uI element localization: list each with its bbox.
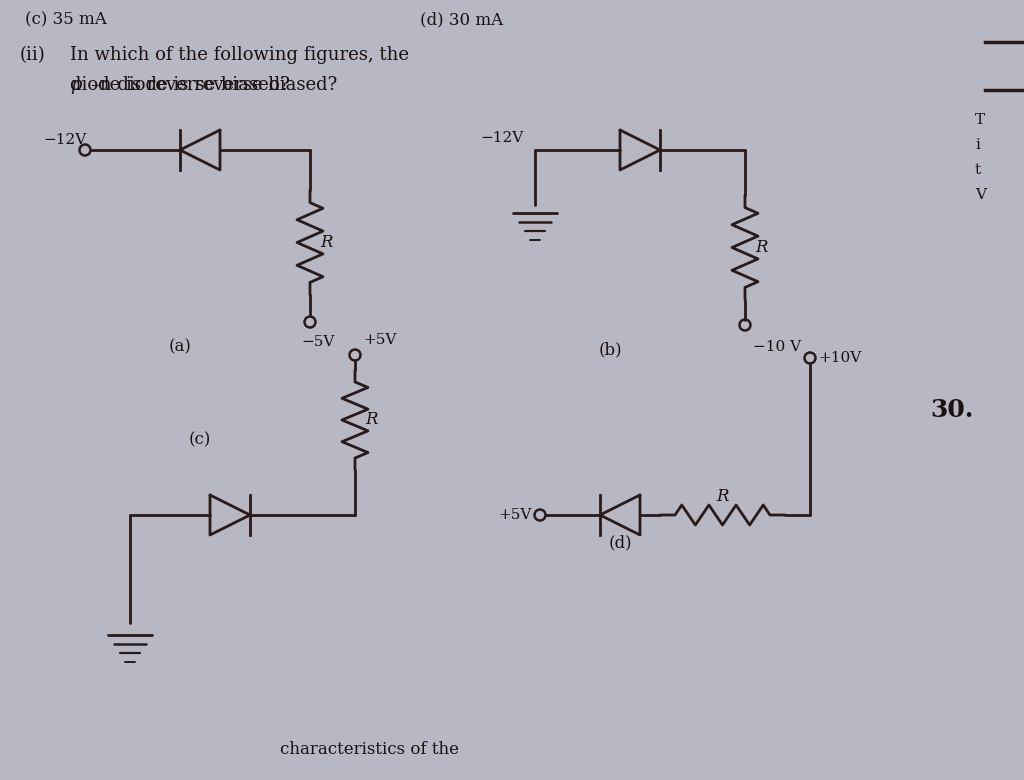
Text: +10V: +10V [818, 351, 861, 365]
Text: R: R [755, 239, 768, 256]
Text: +5V: +5V [499, 508, 532, 522]
Text: (d) 30 mA: (d) 30 mA [420, 12, 503, 29]
Text: −12V: −12V [43, 133, 86, 147]
Text: diode is reverse biased?: diode is reverse biased? [70, 76, 290, 94]
Text: (d): (d) [608, 534, 632, 551]
Text: In which of the following figures, the: In which of the following figures, the [70, 46, 415, 64]
Text: V: V [975, 188, 986, 202]
Text: R: R [365, 412, 378, 428]
Text: p: p [70, 76, 82, 94]
Text: (ii): (ii) [20, 46, 46, 64]
Text: −10 V: −10 V [753, 340, 801, 354]
Text: (c): (c) [188, 431, 211, 448]
Text: i: i [975, 138, 980, 152]
Text: R: R [716, 488, 729, 505]
Text: 30.: 30. [930, 398, 974, 422]
Text: characteristics of the: characteristics of the [280, 742, 459, 758]
Text: (a): (a) [169, 339, 191, 356]
Text: −12V: −12V [480, 131, 523, 145]
Text: (b): (b) [598, 342, 622, 359]
Text: R: R [319, 234, 333, 251]
Text: t: t [975, 163, 981, 177]
Text: (c) 35 mA: (c) 35 mA [25, 12, 106, 29]
Text: T: T [975, 113, 985, 127]
Text: −5V: −5V [301, 335, 335, 349]
Text: +5V: +5V [362, 333, 396, 347]
Text: –n diode is reverse biased?: –n diode is reverse biased? [91, 76, 337, 94]
